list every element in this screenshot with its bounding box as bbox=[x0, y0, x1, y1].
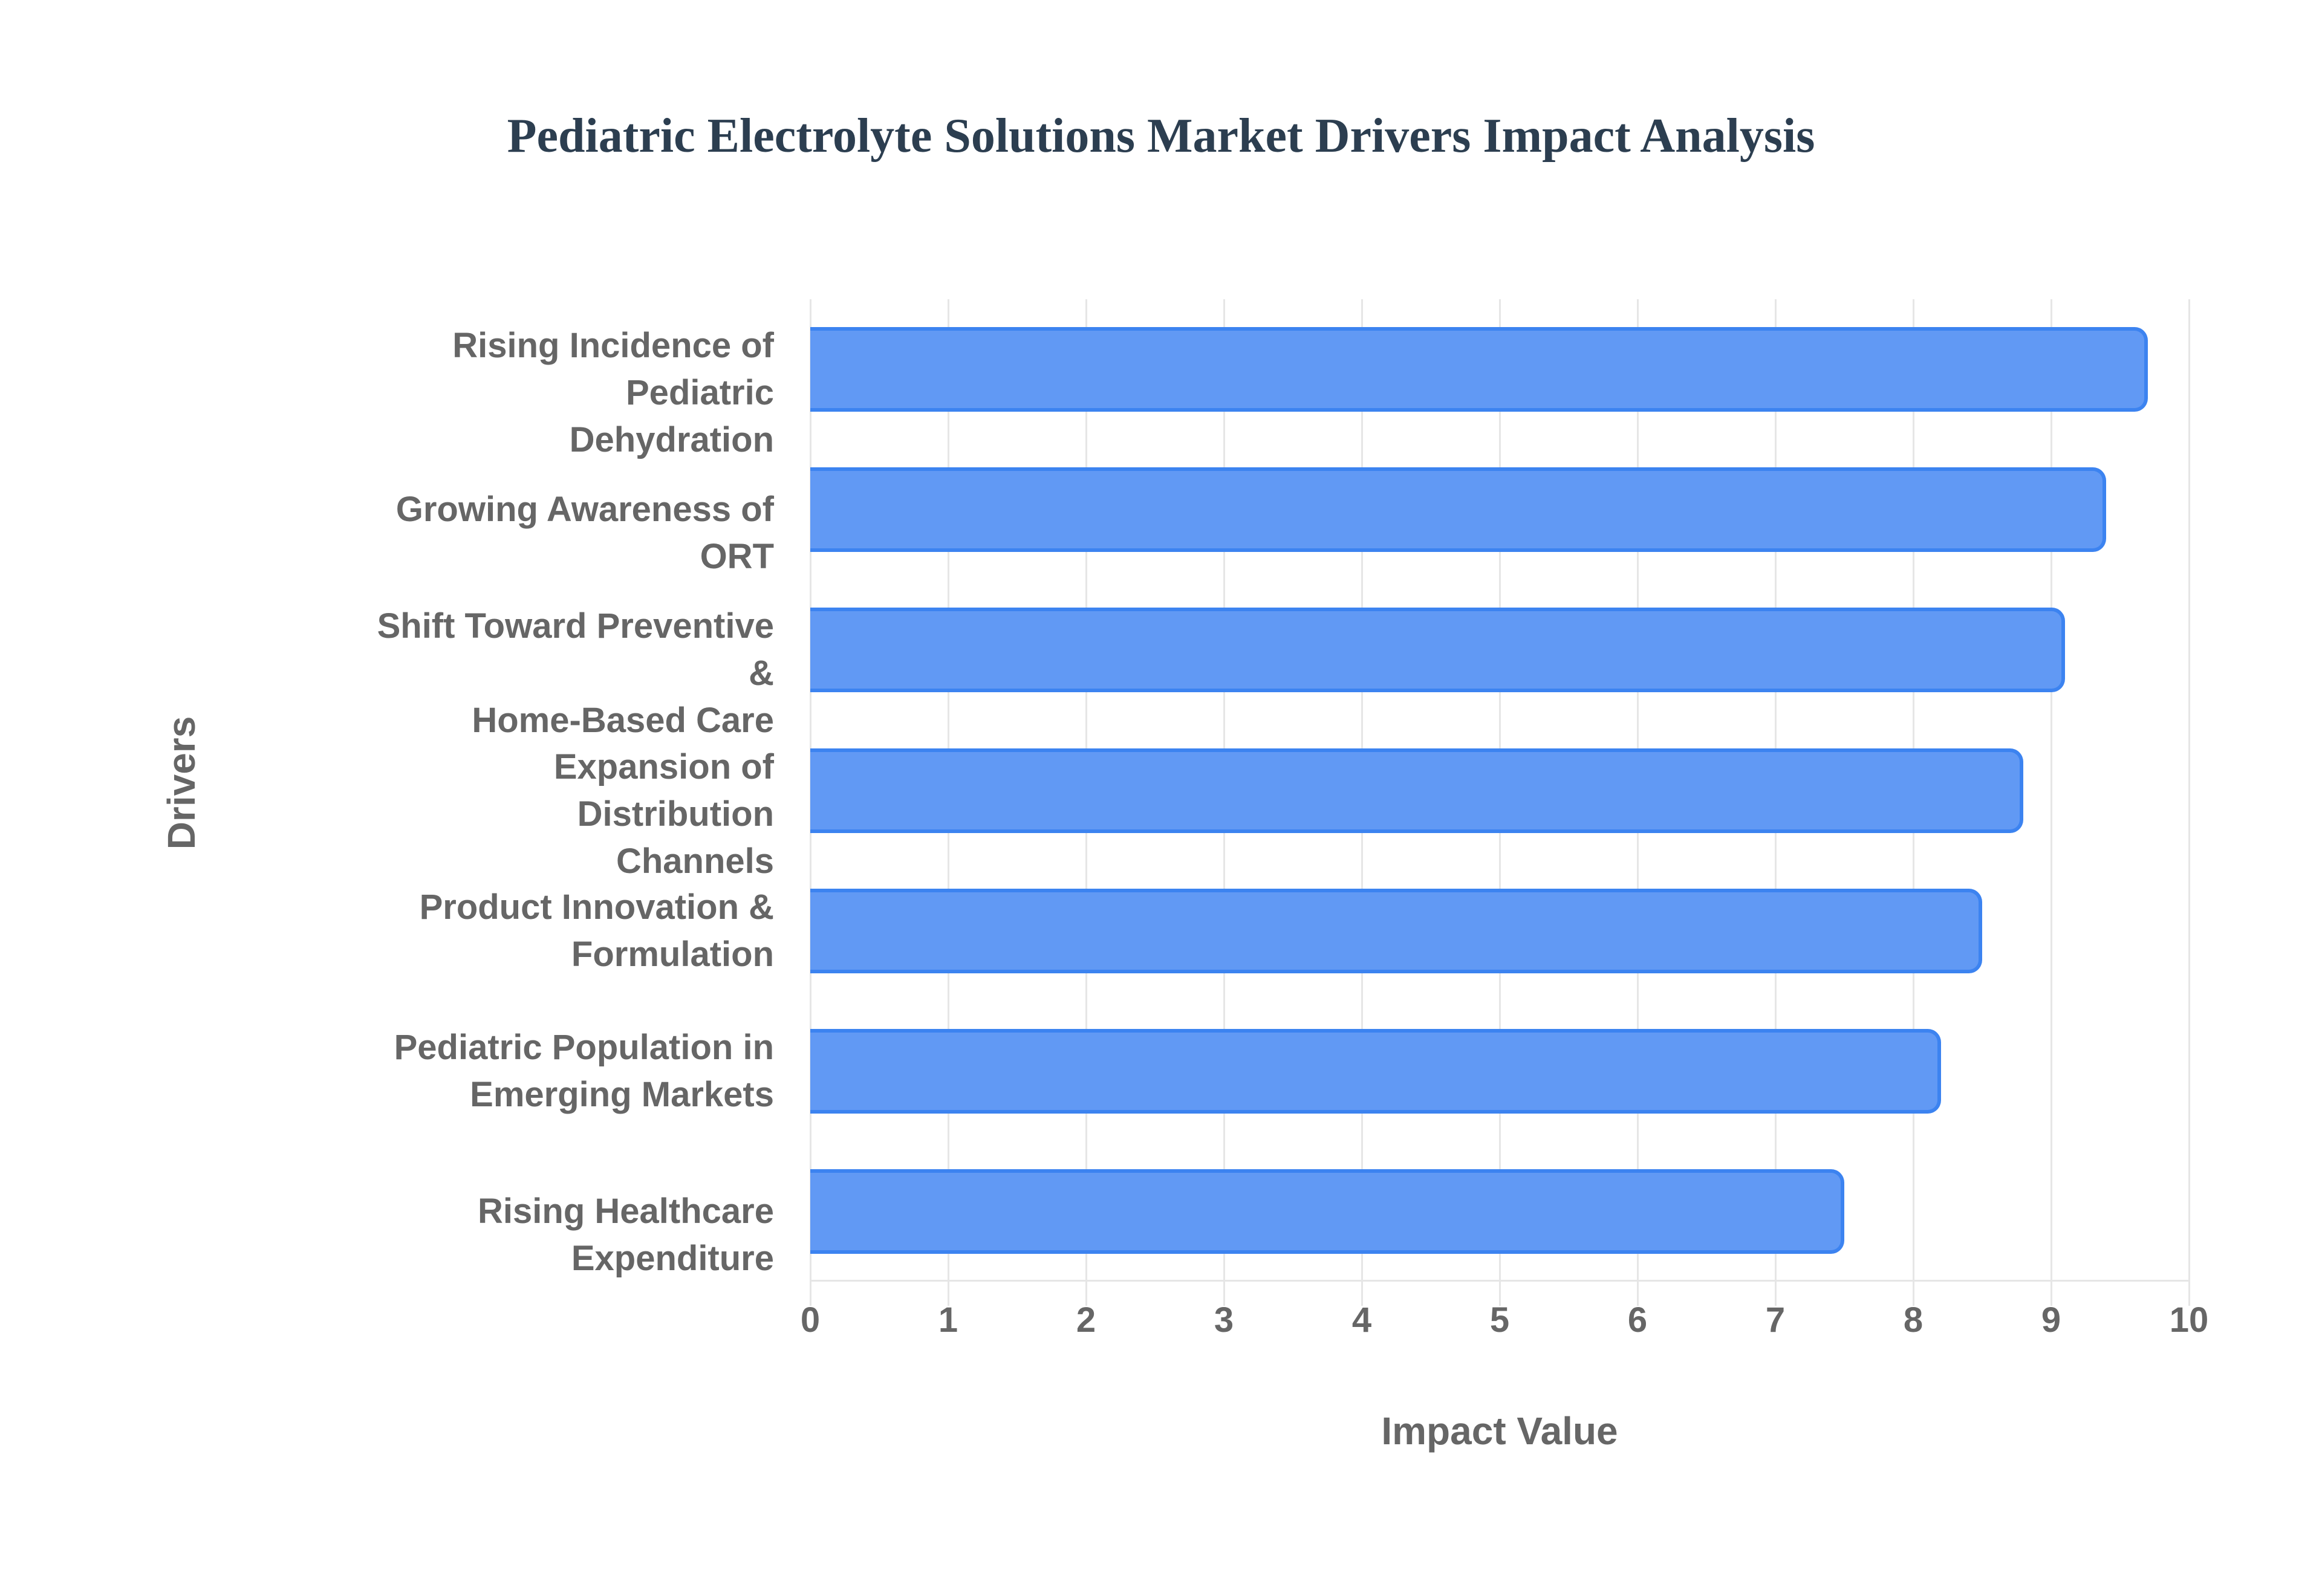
x-tick-label: 4 bbox=[1351, 1300, 1372, 1340]
bar[interactable] bbox=[810, 888, 1982, 973]
x-tick-label: 10 bbox=[2169, 1300, 2209, 1340]
x-tick-label: 0 bbox=[800, 1300, 821, 1340]
bar[interactable] bbox=[810, 467, 2107, 553]
y-tick-label: Rising Incidence of Pediatric Dehydration bbox=[351, 322, 774, 464]
x-tick-label: 7 bbox=[1765, 1300, 1786, 1340]
y-tick-label-line: Shift Toward Preventive & bbox=[377, 606, 774, 693]
y-tick-label: Expansion of Distribution Channels bbox=[351, 744, 774, 885]
x-tick-label: 1 bbox=[938, 1300, 958, 1340]
x-tick-label: 8 bbox=[1903, 1300, 1924, 1340]
y-tick-label-line: Rising Healthcare Expenditure bbox=[478, 1191, 774, 1278]
y-tick-label-line: Home-Based Care bbox=[472, 701, 774, 741]
y-tick-label-line: Growing Awareness of ORT bbox=[395, 490, 774, 577]
x-tick-label: 5 bbox=[1489, 1300, 1510, 1340]
y-tick-label: Growing Awareness of ORT bbox=[351, 486, 774, 580]
plot-area bbox=[810, 299, 2190, 1306]
x-axis-title: Impact Value bbox=[1381, 1409, 1618, 1453]
bar[interactable] bbox=[810, 748, 2024, 833]
x-axis-line bbox=[810, 1280, 2189, 1282]
x-tick-label: 2 bbox=[1076, 1300, 1096, 1340]
y-tick-label-line: Emerging Markets bbox=[470, 1074, 774, 1114]
bar[interactable] bbox=[810, 1169, 1844, 1254]
y-tick-label-line: Formulation bbox=[571, 934, 774, 974]
y-tick-label: Product Innovation & Formulation bbox=[351, 884, 774, 978]
bar[interactable] bbox=[810, 608, 2065, 693]
y-axis-title: Drivers bbox=[160, 716, 203, 850]
gridline bbox=[2050, 299, 2052, 1306]
x-tick-label: 6 bbox=[1627, 1300, 1648, 1340]
y-tick-label-line: Expansion of Distribution bbox=[553, 747, 774, 834]
x-tick-label: 3 bbox=[1214, 1300, 1234, 1340]
y-tick-label: Pediatric Population in Emerging Markets bbox=[351, 1024, 774, 1118]
y-tick-label: Shift Toward Preventive & Home-Based Care bbox=[351, 603, 774, 744]
y-tick-label-line: Channels bbox=[616, 841, 774, 881]
bar[interactable] bbox=[810, 327, 2148, 412]
y-tick-label-line: Dehydration bbox=[569, 420, 774, 460]
x-tick-label: 9 bbox=[2041, 1300, 2061, 1340]
y-tick-label-line: Rising Incidence of Pediatric bbox=[452, 326, 774, 413]
gridline bbox=[2188, 299, 2190, 1306]
bar[interactable] bbox=[810, 1028, 1941, 1114]
y-tick-label: Rising Healthcare Expenditure bbox=[351, 1188, 774, 1282]
y-tick-label-line: Pediatric Population in bbox=[394, 1027, 774, 1067]
y-tick-label-line: Product Innovation & bbox=[419, 887, 774, 927]
chart-title: Pediatric Electrolyte Solutions Market D… bbox=[507, 109, 1815, 163]
